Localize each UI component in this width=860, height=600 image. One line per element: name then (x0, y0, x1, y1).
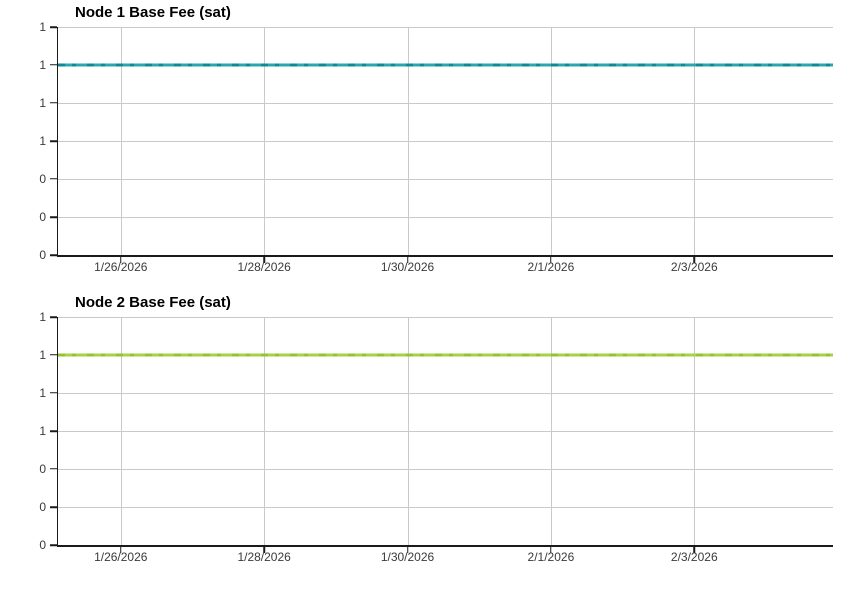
x-tick-label: 1/28/2026 (237, 260, 291, 274)
y-tick-label: 1 (39, 20, 46, 34)
v-gridline (694, 27, 696, 255)
chart-node1-base-fee: Node 1 Base Fee (sat) 1 1 1 1 0 0 0 1/26/2026 1/… (0, 0, 860, 290)
x-tick-label: 2/1/2026 (527, 550, 575, 564)
x-tick-mark (693, 547, 696, 553)
x-tick-mark (263, 257, 265, 263)
h-gridline (58, 27, 833, 28)
x-tick-label: 2/3/2026 (670, 550, 718, 564)
y-tick-label: 0 (39, 248, 46, 262)
h-gridline (58, 468, 833, 470)
y-tick-mark (50, 506, 57, 508)
x-tick-mark (550, 257, 552, 263)
x-tick-mark (120, 257, 122, 263)
y-tick-label: 1 (39, 57, 46, 72)
y-tick-label: 1 (39, 310, 46, 324)
y-tick-mark (50, 544, 57, 546)
y-tick-label: 0 (39, 538, 46, 552)
h-gridline (58, 507, 833, 508)
y-tick-mark (50, 316, 57, 318)
plot-area: 1 1 1 1 0 0 0 1/26/2026 1/28/2026 1/30/2026 2/1/20… (39, 21, 833, 273)
v-gridline (694, 317, 696, 545)
x-tick-label: 1/26/2026 (94, 550, 148, 564)
v-gridline (550, 27, 552, 255)
y-tick-mark (50, 354, 57, 356)
h-gridline (58, 317, 833, 318)
x-tick-mark (693, 257, 696, 263)
y-tick-label: 1 (39, 385, 46, 400)
y-tick-mark (50, 254, 57, 256)
y-tick-label: 1 (39, 347, 46, 362)
v-gridline (264, 27, 266, 255)
chart-title: Node 2 Base Fee (sat) (75, 294, 231, 311)
series-line (58, 353, 833, 357)
x-tick-label: 2/1/2026 (527, 260, 575, 274)
x-tick-label: 1/30/2026 (380, 260, 435, 274)
v-gridline (407, 27, 409, 255)
h-gridline (58, 102, 833, 104)
y-tick-mark (50, 178, 57, 180)
y-tick-mark (50, 140, 57, 142)
h-gridline (58, 431, 833, 432)
x-tick-mark (550, 547, 552, 553)
x-tick-mark (406, 547, 409, 553)
x-tick-label: 2/3/2026 (670, 260, 718, 274)
v-gridline (264, 317, 266, 545)
plot-area: 1 1 1 1 0 0 0 1/26/2026 1/28/2026 1/30/2026 2/1/20… (39, 311, 833, 563)
y-tick-mark (50, 392, 57, 394)
y-tick-mark (50, 468, 57, 470)
h-gridline (58, 217, 833, 218)
y-tick-label: 0 (39, 210, 46, 224)
v-gridline (550, 317, 552, 545)
series-line (58, 63, 833, 67)
y-tick-mark (50, 26, 57, 28)
h-gridline (58, 141, 833, 142)
y-tick-mark (50, 430, 57, 432)
y-tick-label: 0 (39, 171, 46, 186)
h-gridline (58, 392, 833, 394)
x-tick-mark (263, 547, 265, 553)
y-tick-label: 1 (39, 95, 46, 110)
y-tick-label: 1 (39, 424, 46, 438)
v-gridline (407, 317, 409, 545)
y-tick-label: 1 (39, 134, 46, 148)
h-gridline (58, 178, 833, 180)
chart-title: Node 1 Base Fee (sat) (75, 4, 231, 21)
y-tick-label: 0 (39, 500, 46, 514)
x-tick-label: 1/28/2026 (237, 550, 291, 564)
x-tick-mark (406, 257, 409, 263)
x-tick-label: 1/26/2026 (94, 260, 148, 274)
y-tick-mark (50, 64, 57, 66)
chart-node2-base-fee: Node 2 Base Fee (sat) 1 1 1 1 0 0 0 1/26/2026 1/… (0, 290, 860, 580)
y-tick-mark (50, 102, 57, 104)
y-tick-label: 0 (39, 461, 46, 476)
v-gridline (120, 27, 122, 255)
x-tick-mark (120, 547, 122, 553)
y-tick-mark (50, 216, 57, 218)
v-gridline (120, 317, 122, 545)
x-tick-label: 1/30/2026 (380, 550, 435, 564)
